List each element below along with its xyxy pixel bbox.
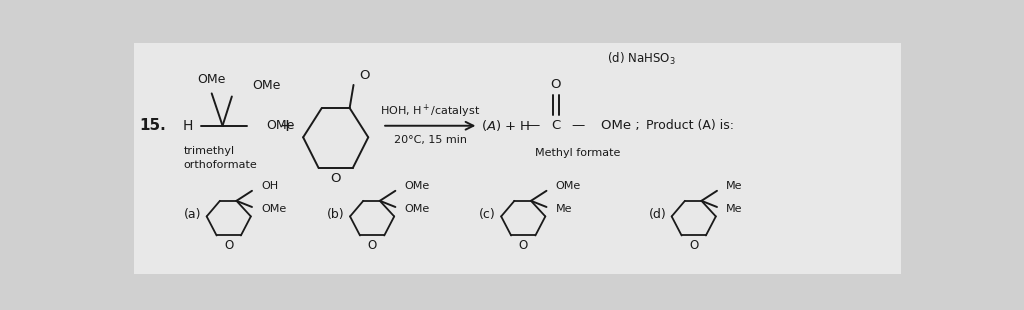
Text: OMe: OMe bbox=[261, 204, 287, 214]
Text: O: O bbox=[518, 239, 528, 252]
Text: Product (A) is:: Product (A) is: bbox=[646, 119, 734, 132]
Text: —: — bbox=[570, 119, 584, 132]
Text: OH: OH bbox=[261, 181, 279, 191]
Text: C: C bbox=[551, 119, 560, 132]
Text: Methyl formate: Methyl formate bbox=[535, 148, 621, 158]
Text: Me: Me bbox=[726, 204, 742, 214]
Text: OMe: OMe bbox=[404, 204, 430, 214]
Text: O: O bbox=[224, 239, 233, 252]
Text: orthoformate: orthoformate bbox=[183, 160, 258, 170]
Text: +: + bbox=[280, 117, 294, 135]
Text: OMe: OMe bbox=[404, 181, 430, 191]
Text: H: H bbox=[182, 119, 194, 133]
Text: OMe ;: OMe ; bbox=[601, 119, 640, 132]
Text: trimethyl: trimethyl bbox=[183, 146, 234, 156]
Text: OMe: OMe bbox=[252, 79, 281, 92]
Text: $(A)$ + H: $(A)$ + H bbox=[481, 118, 531, 133]
Text: —: — bbox=[526, 119, 540, 132]
Text: 15.: 15. bbox=[139, 118, 166, 133]
Text: OMe: OMe bbox=[266, 119, 295, 132]
Text: O: O bbox=[689, 239, 698, 252]
Text: O: O bbox=[331, 172, 341, 185]
Text: 20°C, 15 min: 20°C, 15 min bbox=[394, 135, 467, 145]
Text: OMe: OMe bbox=[198, 73, 226, 86]
Text: (d) NaHSO$_3$: (d) NaHSO$_3$ bbox=[607, 51, 676, 67]
Text: (d): (d) bbox=[649, 208, 667, 221]
Text: (b): (b) bbox=[328, 208, 345, 221]
Text: O: O bbox=[368, 239, 377, 252]
Text: (c): (c) bbox=[479, 208, 496, 221]
Text: (a): (a) bbox=[184, 208, 202, 221]
Text: Me: Me bbox=[556, 204, 572, 214]
Text: O: O bbox=[551, 78, 561, 91]
Text: HOH, H$^+$/catalyst: HOH, H$^+$/catalyst bbox=[380, 103, 480, 120]
Text: Me: Me bbox=[726, 181, 742, 191]
Text: OMe: OMe bbox=[556, 181, 581, 191]
Text: O: O bbox=[359, 69, 370, 82]
